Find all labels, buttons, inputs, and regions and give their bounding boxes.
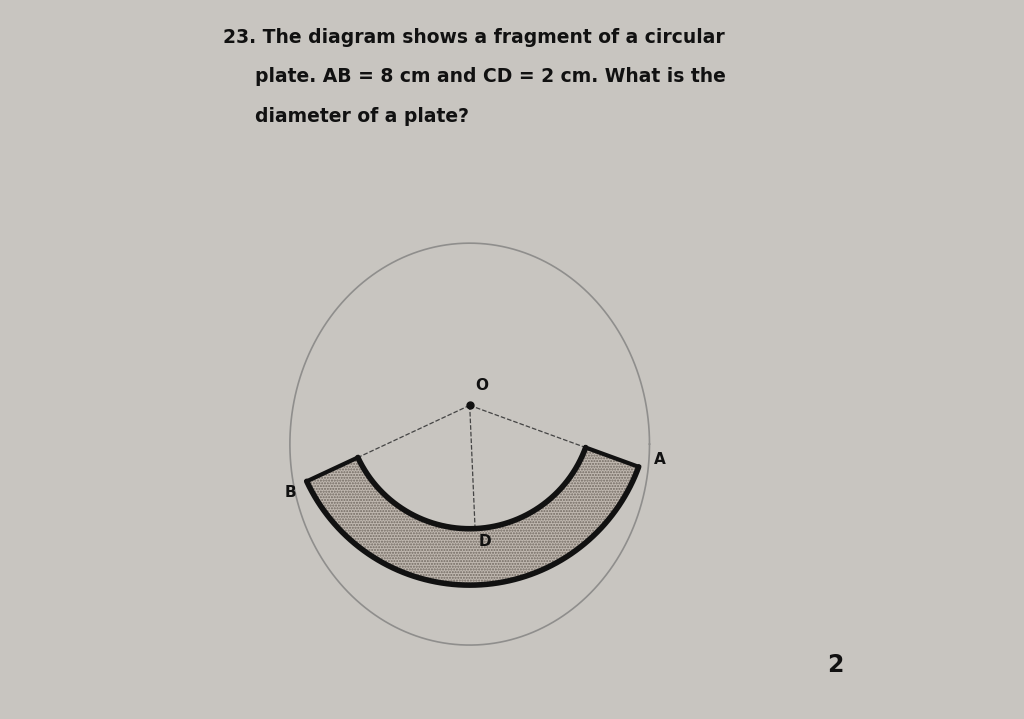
Text: 2: 2	[827, 653, 844, 677]
Text: O: O	[475, 377, 488, 393]
Text: 23. The diagram shows a fragment of a circular: 23. The diagram shows a fragment of a ci…	[223, 28, 725, 47]
Text: D: D	[478, 534, 492, 549]
Text: B: B	[285, 485, 296, 500]
Text: diameter of a plate?: diameter of a plate?	[255, 107, 469, 126]
Text: plate. AB = 8 cm and CD = 2 cm. What is the: plate. AB = 8 cm and CD = 2 cm. What is …	[255, 67, 726, 86]
Text: A: A	[654, 452, 666, 467]
Polygon shape	[307, 447, 639, 585]
